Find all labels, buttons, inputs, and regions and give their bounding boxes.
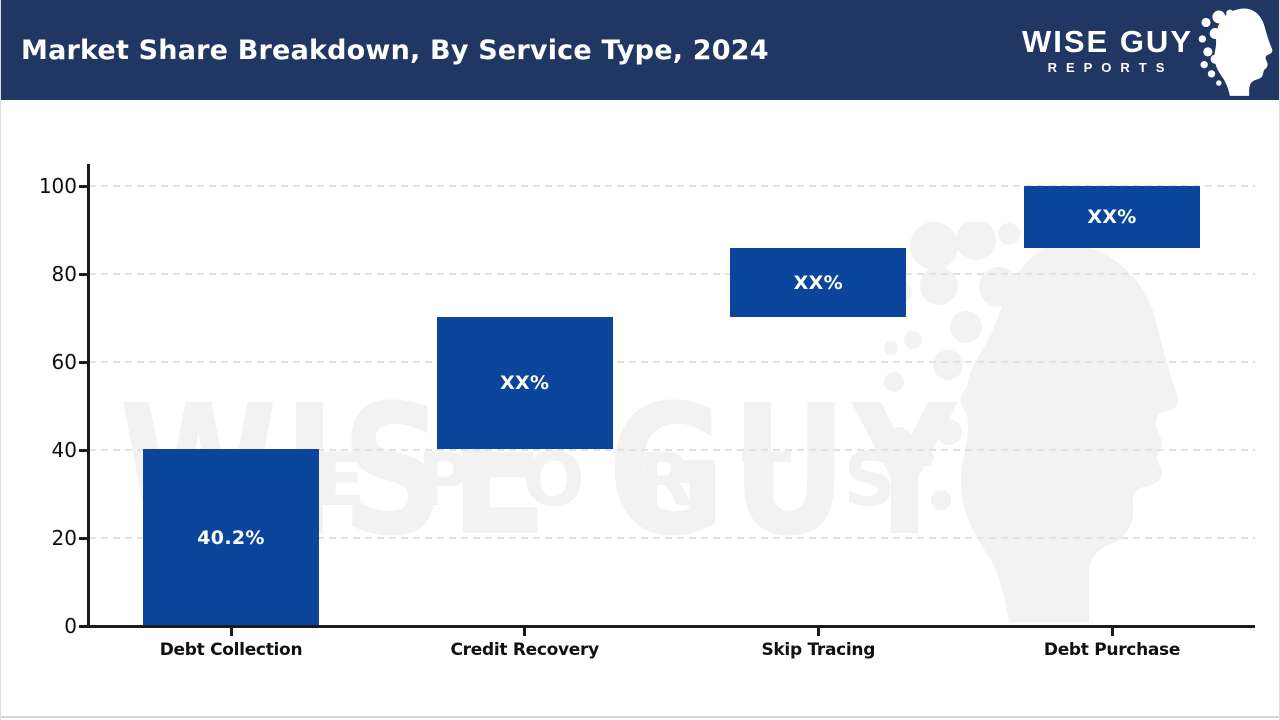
bar-debt-collection: 40.2%	[143, 449, 319, 626]
x-tick-label: Skip Tracing	[761, 640, 876, 660]
x-axis-tick	[1110, 628, 1114, 636]
bar-debt-purchase: XX%	[1024, 186, 1200, 249]
bar-credit-recovery: XX%	[436, 317, 613, 450]
bar-value-label: XX%	[500, 372, 550, 395]
brand-subtitle: REPORTS	[1047, 59, 1174, 75]
y-tick-label: 100	[38, 174, 77, 198]
brand-logo: WISE GUY REPORTS	[1022, 0, 1273, 100]
brand-name: WISE GUY	[1021, 23, 1193, 59]
watermark-face-icon	[884, 222, 1179, 622]
y-axis-spine	[87, 164, 90, 628]
bar-value-label: XX%	[793, 271, 843, 294]
y-tick-label: 20	[51, 526, 77, 550]
header-band: Market Share Breakdown, By Service Type,…	[1, 0, 1279, 100]
x-axis-spine	[87, 625, 1255, 628]
gridline	[89, 273, 1255, 275]
bar-value-label: 40.2%	[197, 526, 265, 549]
y-tick-label: 60	[51, 350, 77, 374]
watermark-subtext: REPORTS	[207, 438, 948, 523]
y-tick-label: 80	[51, 262, 77, 286]
y-tick-label: 40	[51, 438, 77, 462]
x-tick-label: Debt Purchase	[1043, 640, 1181, 660]
y-axis-tick	[79, 624, 87, 628]
bar-skip-tracing: XX%	[730, 248, 907, 318]
gridline	[89, 185, 1255, 187]
brand-text: WISE GUY REPORTS	[1021, 23, 1193, 75]
gridline	[89, 537, 1255, 539]
y-axis-tick	[79, 272, 87, 276]
y-axis-tick	[79, 360, 87, 364]
gridline	[89, 361, 1255, 363]
x-tick-label: Debt Collection	[159, 640, 303, 660]
bar-value-label: XX%	[1087, 206, 1137, 229]
x-axis-tick	[523, 628, 527, 636]
x-tick-label: Credit Recovery	[450, 640, 599, 660]
gridline	[89, 449, 1255, 451]
x-axis-tick	[229, 628, 233, 636]
y-axis-tick	[79, 448, 87, 452]
bottom-rule	[1, 716, 1279, 718]
chart-area: WISE GUY REPORTS 0 20 40 60 80 100 40.2% Debt C…	[1, 100, 1279, 718]
page-title: Market Share Breakdown, By Service Type,…	[21, 34, 769, 66]
y-axis-tick	[79, 536, 87, 540]
y-axis-tick	[79, 184, 87, 188]
x-axis-tick	[816, 628, 820, 636]
y-tick-label: 0	[64, 614, 77, 638]
brand-face-icon	[1198, 8, 1273, 96]
